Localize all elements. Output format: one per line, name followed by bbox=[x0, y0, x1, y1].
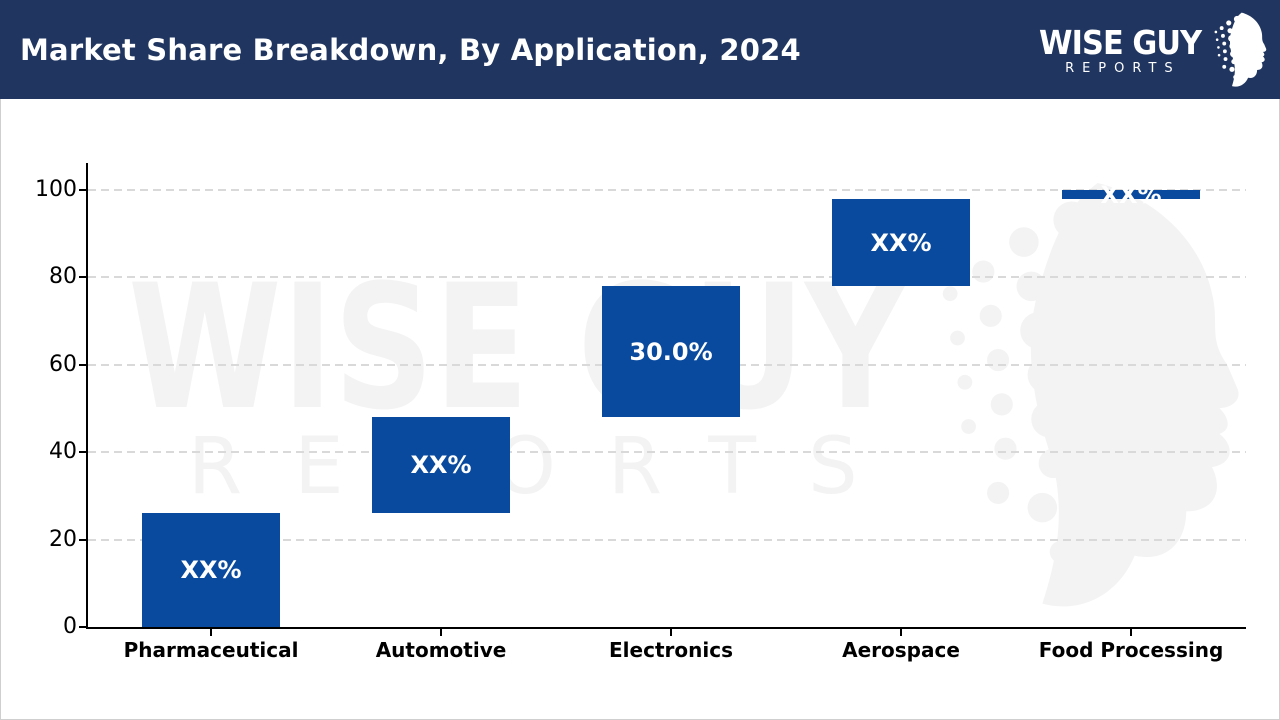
y-tick-60 bbox=[79, 364, 88, 366]
y-tick-label-40: 40 bbox=[49, 439, 77, 464]
bar-electronics bbox=[602, 286, 740, 417]
logo-wiseguy-label: WISE GUY bbox=[1038, 22, 1202, 62]
x-tick-label-electronics: Electronics bbox=[609, 638, 733, 662]
gridline-40 bbox=[88, 451, 1246, 453]
y-tick-label-80: 80 bbox=[49, 264, 77, 289]
y-tick-label-0: 0 bbox=[63, 614, 77, 639]
y-tick-label-20: 20 bbox=[49, 527, 77, 552]
header-bar: Market Share Breakdown, By Application, … bbox=[0, 0, 1280, 99]
wiseguy-head-icon bbox=[1214, 12, 1267, 87]
y-tick-80 bbox=[79, 276, 88, 278]
x-tick-pharmaceutical bbox=[210, 627, 212, 636]
bar-label-pharmaceutical: XX% bbox=[180, 556, 242, 584]
chart-title: Market Share Breakdown, By Application, … bbox=[20, 32, 801, 67]
logo-reports-label: REPORTS bbox=[1065, 60, 1181, 76]
bar-label-electronics: 30.0% bbox=[629, 337, 713, 366]
x-tick-label-pharmaceutical: Pharmaceutical bbox=[123, 638, 299, 662]
y-tick-0 bbox=[79, 626, 88, 628]
y-tick-label-60: 60 bbox=[49, 352, 77, 377]
x-tick-electronics bbox=[670, 627, 672, 636]
y-tick-40 bbox=[79, 451, 88, 453]
x-tick-automotive bbox=[440, 627, 442, 636]
bar-label-automotive: XX% bbox=[410, 451, 472, 479]
x-tick-label-food-processing: Food Processing bbox=[1038, 638, 1224, 662]
y-axis-line bbox=[86, 163, 88, 629]
x-tick-aerospace bbox=[900, 627, 902, 636]
gridline-80 bbox=[88, 276, 1246, 278]
y-tick-100 bbox=[79, 189, 88, 191]
bar-label-food-processing: XX% bbox=[1100, 180, 1162, 209]
wiseguy-logo: WISE GUY REPORTS bbox=[1032, 5, 1270, 95]
x-tick-label-aerospace: Aerospace bbox=[842, 638, 960, 662]
bar-automotive bbox=[372, 417, 510, 513]
x-tick-food-processing bbox=[1130, 627, 1132, 636]
bar-pharmaceutical bbox=[142, 513, 280, 627]
x-axis-line bbox=[86, 627, 1246, 629]
bar-label-aerospace: XX% bbox=[870, 228, 932, 257]
y-tick-label-100: 100 bbox=[35, 177, 77, 202]
gridline-100 bbox=[88, 189, 1246, 191]
wiseguy-logo-text: WISE GUY REPORTS bbox=[1032, 26, 1208, 75]
gridline-20 bbox=[88, 539, 1246, 541]
x-tick-label-automotive: Automotive bbox=[375, 638, 507, 662]
y-tick-20 bbox=[79, 539, 88, 541]
